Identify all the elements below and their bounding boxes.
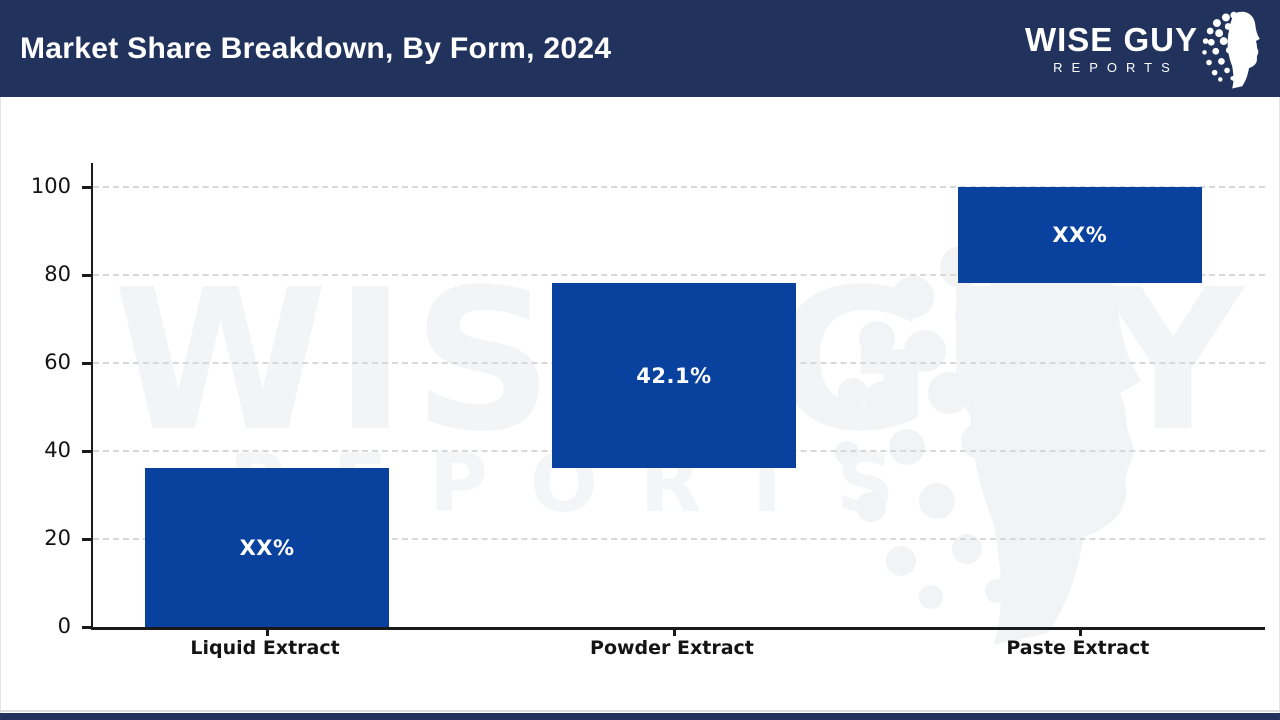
category-label: Liquid Extract [190,637,340,659]
gridline [93,186,1265,188]
x-tick [266,627,270,636]
footer-divider [0,710,1280,712]
category-label: Powder Extract [590,637,754,659]
footer-bar [0,713,1280,720]
y-tick-label: 80 [44,262,71,286]
page-title: Market Share Breakdown, By Form, 2024 [20,31,612,65]
bar-liquid-extract: XX% [145,468,390,627]
brand-logo: WISE GUY REPORTS [1025,9,1262,89]
bar-value-label: XX% [239,535,295,560]
gridline [93,274,1265,276]
y-tick [82,626,91,629]
bar-value-label: XX% [1052,222,1108,247]
y-tick-label: 60 [44,350,71,374]
wiseguy-face-icon [1202,11,1260,88]
y-tick [82,450,91,453]
logo-wiseguy-text: WISE GUY [1024,20,1198,58]
y-tick [82,186,91,189]
x-axis-labels: Liquid Extract Powder Extract Paste Extrac… [91,637,1263,677]
y-tick [82,362,91,365]
y-tick-label: 40 [44,438,71,462]
bar-value-label: 42.1% [636,363,712,388]
x-tick [1078,627,1082,636]
category-label: Paste Extract [1006,637,1150,659]
gridline [93,538,1265,540]
y-axis-labels: 0 20 40 60 80 100 [1,163,81,638]
logo-reports-text: REPORTS [1053,59,1179,75]
y-tick [82,538,91,541]
chart-area: WISE GUY REPORTS 0 20 40 60 80 100 [0,97,1280,720]
bar-paste-extract: XX% [957,187,1202,283]
y-tick-label: 0 [57,614,71,638]
bar-powder-extract: 42.1% [551,282,796,469]
plot-area: XX% 42.1% XX% [82,163,1265,636]
brand-wordmark: WISE GUY REPORTS [1025,23,1198,75]
y-tick [82,274,91,277]
y-tick-label: 100 [30,174,71,198]
y-tick-label: 20 [44,526,71,550]
header: Market Share Breakdown, By Form, 2024 WI… [0,0,1280,97]
x-tick [672,627,676,636]
